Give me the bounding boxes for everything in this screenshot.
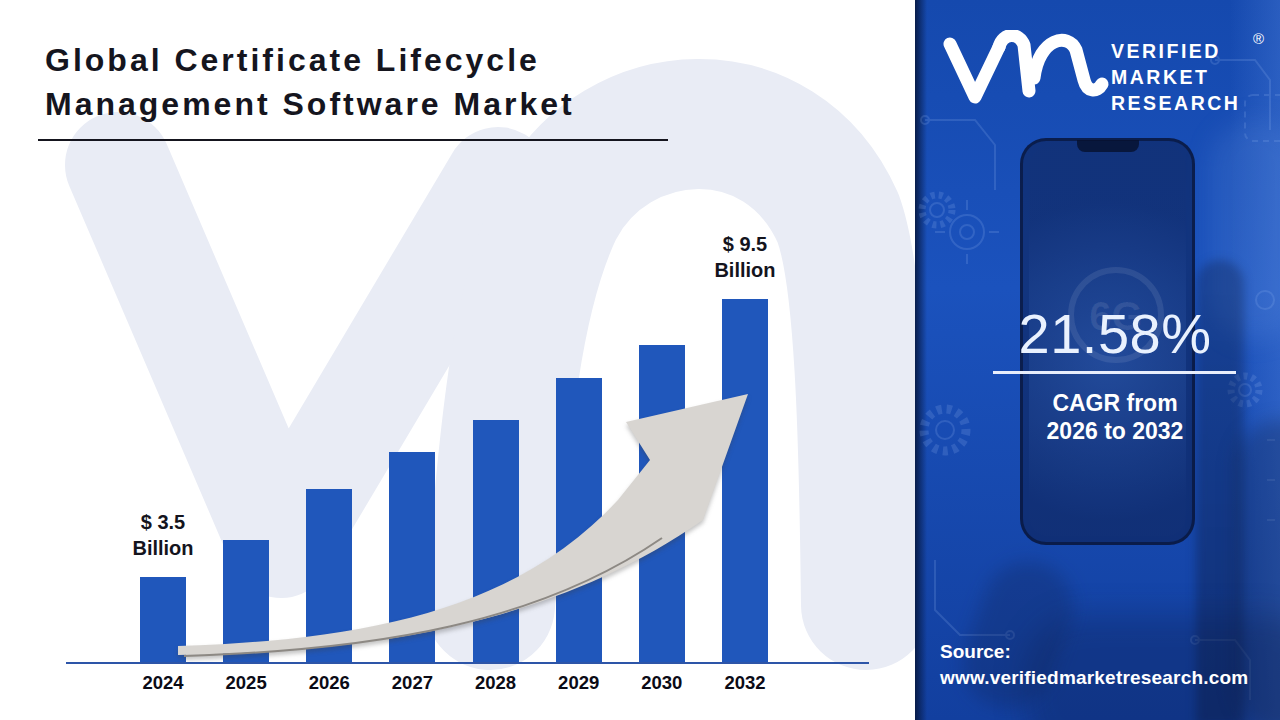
x-tick-2028: 2028 <box>451 672 541 694</box>
value-label-2032: $ 9.5Billion <box>685 231 805 283</box>
x-tick-2030: 2030 <box>617 672 707 694</box>
value-label-2024: $ 3.5Billion <box>103 509 223 561</box>
brand-panel: 6G 21.58% CAGR from 2026 to 2032 VERIFIE… <box>915 0 1280 720</box>
x-tick-2024: 2024 <box>118 672 208 694</box>
x-tick-2029: 2029 <box>534 672 624 694</box>
registered-trademark: ® <box>1253 30 1264 47</box>
source-label: Source: <box>940 641 1248 663</box>
chart-section: Global Certificate Lifecycle Management … <box>0 0 915 720</box>
title-underline <box>38 139 668 141</box>
vmr-logo-icon <box>942 30 1112 112</box>
x-tick-2032: 2032 <box>700 672 790 694</box>
cagr-caption: CAGR from 2026 to 2032 <box>915 389 1280 445</box>
page-title: Global Certificate Lifecycle Management … <box>45 38 575 126</box>
brand-name: VERIFIED MARKET RESEARCH <box>1111 38 1240 116</box>
cagr-value: 21.58% <box>915 301 1280 366</box>
x-tick-2027: 2027 <box>367 672 457 694</box>
x-tick-2025: 2025 <box>201 672 291 694</box>
source-attribution: Source: www.verifiedmarketresearch.com <box>940 641 1248 689</box>
stat-divider <box>993 371 1236 374</box>
x-tick-2026: 2026 <box>284 672 374 694</box>
phone-notch <box>1077 140 1139 152</box>
source-url: www.verifiedmarketresearch.com <box>940 667 1248 689</box>
